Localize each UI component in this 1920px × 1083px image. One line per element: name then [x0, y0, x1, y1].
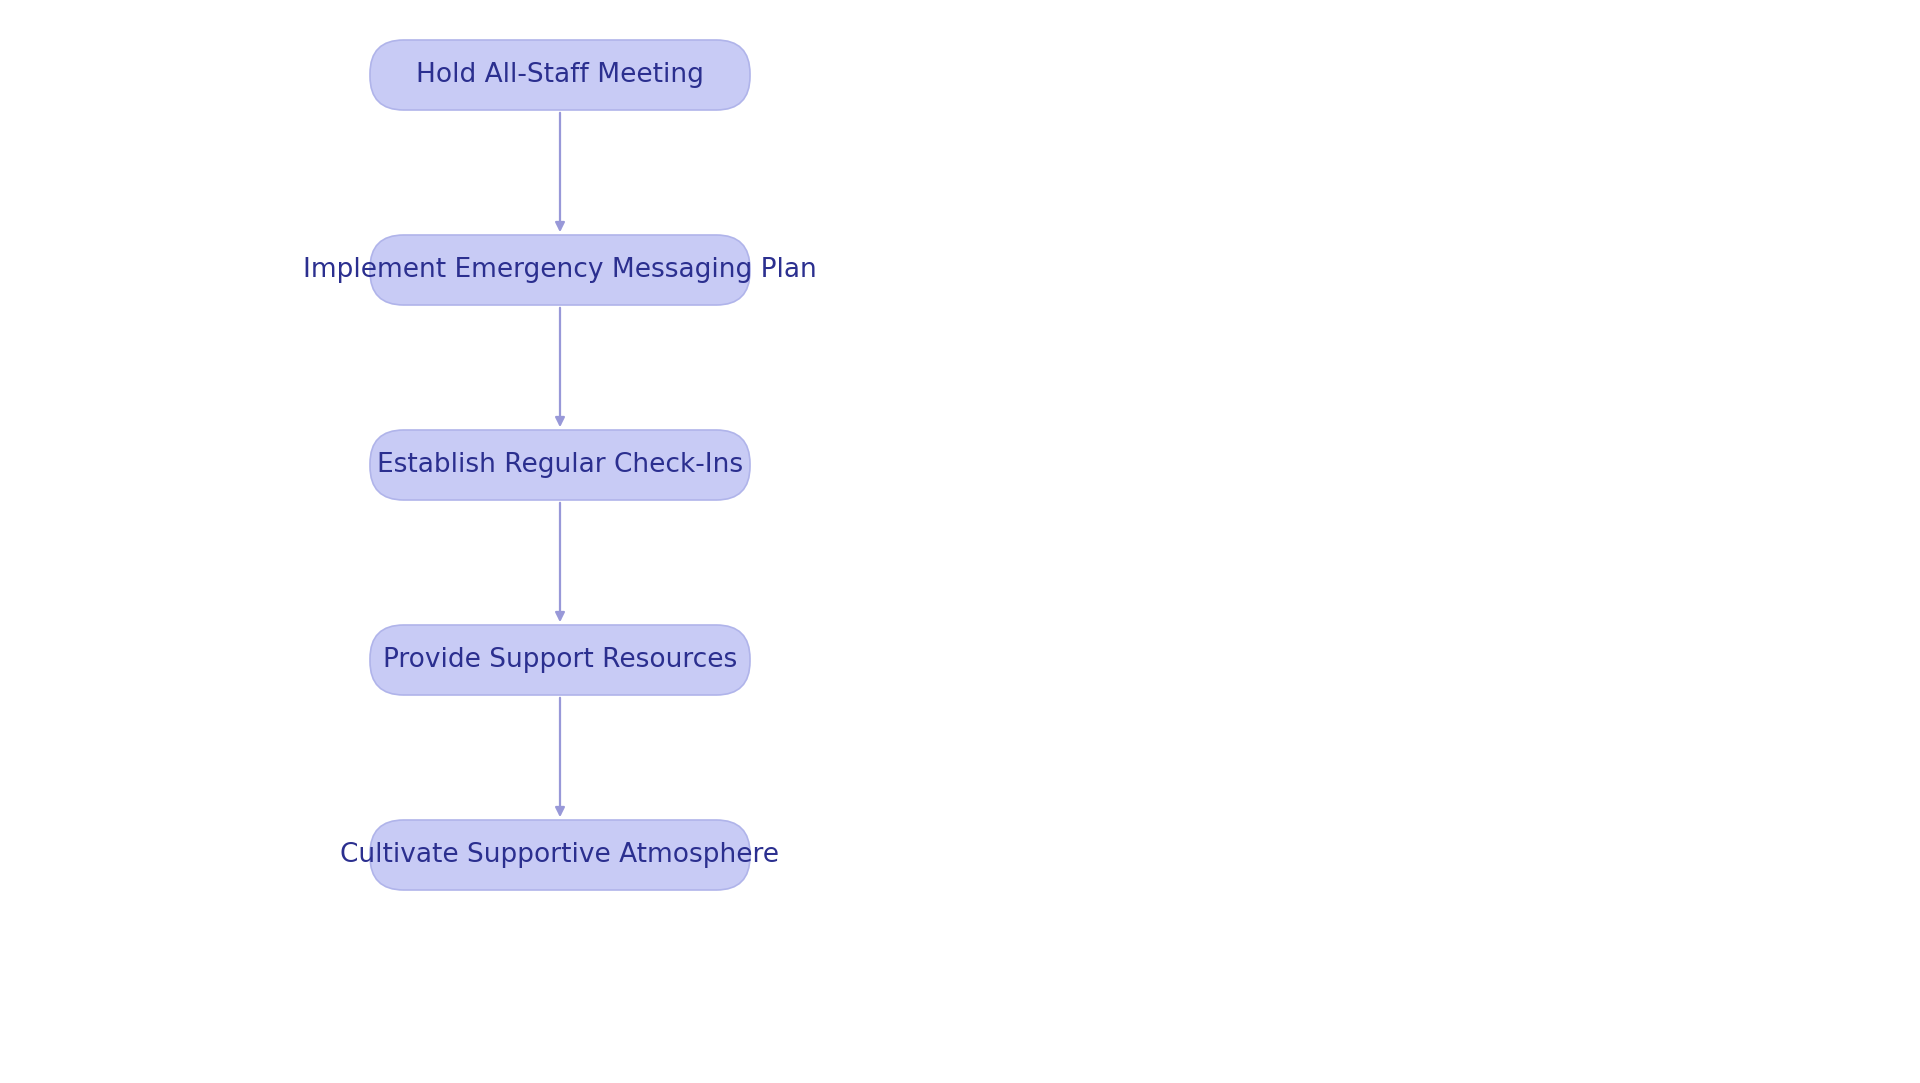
Text: Establish Regular Check-Ins: Establish Regular Check-Ins	[376, 452, 743, 478]
FancyBboxPatch shape	[371, 235, 751, 305]
Text: Provide Support Resources: Provide Support Resources	[382, 647, 737, 673]
FancyBboxPatch shape	[371, 40, 751, 110]
Text: Implement Emergency Messaging Plan: Implement Emergency Messaging Plan	[303, 257, 816, 283]
FancyBboxPatch shape	[371, 430, 751, 500]
Text: Cultivate Supportive Atmosphere: Cultivate Supportive Atmosphere	[340, 841, 780, 867]
FancyBboxPatch shape	[371, 820, 751, 890]
Text: Hold All-Staff Meeting: Hold All-Staff Meeting	[417, 62, 705, 88]
FancyBboxPatch shape	[371, 625, 751, 695]
